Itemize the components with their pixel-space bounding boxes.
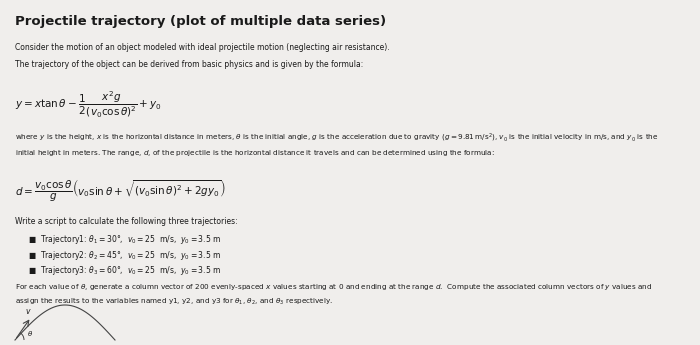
Text: initial height in meters. The range, $d$, of the projectile is the horizontal di: initial height in meters. The range, $d$… [15,148,495,158]
Text: where $y$ is the height, $x$ is the horizontal distance in meters, $\theta$ is t: where $y$ is the height, $x$ is the hori… [15,132,659,144]
Text: ■  Trajectory2: $\theta_2 = 45°$,  $v_0 = 25$  m/s,  $y_0 = 3.5$ m: ■ Trajectory2: $\theta_2 = 45°$, $v_0 = … [28,248,221,262]
Text: ■  Trajectory1: $\theta_1 = 30°$,  $v_0 = 25$  m/s,  $y_0 = 3.5$ m: ■ Trajectory1: $\theta_1 = 30°$, $v_0 = … [28,233,221,246]
Text: assign the results to the variables named y1, y2, and y3 for $\theta_1$, $\theta: assign the results to the variables name… [15,297,333,307]
Text: Write a script to calculate the following three trajectories:: Write a script to calculate the followin… [15,217,237,227]
Text: $v$: $v$ [25,307,32,316]
Text: The trajectory of the object can be derived from basic physics and is given by t: The trajectory of the object can be deri… [15,60,363,69]
Text: $y = x\tan\theta - \dfrac{1}{2}\dfrac{x^2g}{(v_0\cos\theta)^2} + y_0$: $y = x\tan\theta - \dfrac{1}{2}\dfrac{x^… [15,90,162,120]
Text: Consider the motion of an object modeled with ideal projectile motion (neglectin: Consider the motion of an object modeled… [15,43,390,52]
Text: $\theta$: $\theta$ [27,329,33,338]
Text: $d = \dfrac{v_0\cos\theta}{g}\left(v_0\sin\theta + \sqrt{(v_0\sin\theta)^2 + 2gy: $d = \dfrac{v_0\cos\theta}{g}\left(v_0\s… [15,177,226,204]
Text: Projectile trajectory (plot of multiple data series): Projectile trajectory (plot of multiple … [15,15,386,28]
Text: For each value of $\theta$, generate a column vector of 200 evenly-spaced $x$ va: For each value of $\theta$, generate a c… [15,282,652,292]
Text: ■  Trajectory3: $\theta_3 = 60°$,  $v_0 = 25$  m/s,  $y_0 = 3.5$ m: ■ Trajectory3: $\theta_3 = 60°$, $v_0 = … [28,264,221,277]
